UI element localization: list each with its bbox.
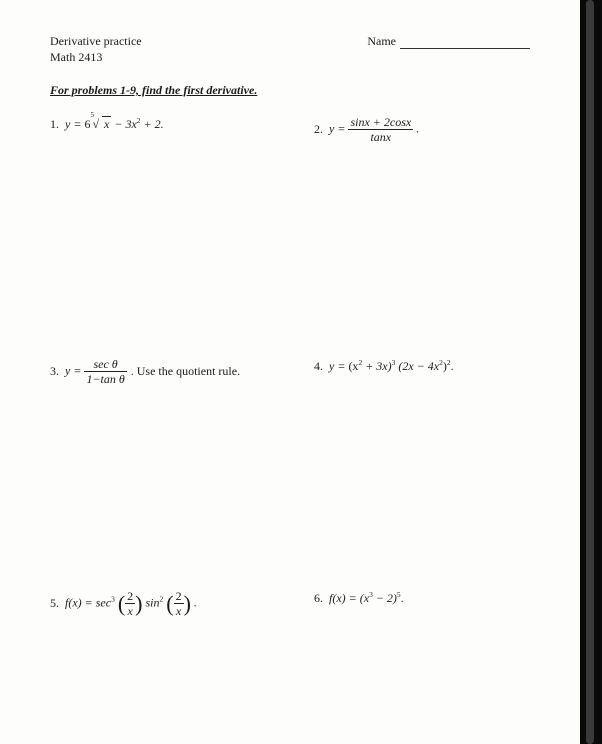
- exponent: 3: [111, 594, 115, 603]
- period: .: [401, 591, 404, 605]
- denominator: x: [125, 604, 135, 617]
- lhs: y =: [329, 121, 345, 135]
- problem-expression: y = sinx + 2cosx tanx .: [329, 116, 419, 143]
- problem-1: 1. y = 65√x − 3x2 + 2.: [50, 116, 314, 132]
- period: .: [191, 595, 197, 609]
- course-code: Math 2413: [50, 50, 530, 65]
- problem-number: 3.: [50, 364, 59, 379]
- problem-4: 4. y = (x2 + 3x)3 (2x − 4x2)2.: [314, 358, 530, 374]
- term: sin: [145, 595, 159, 609]
- numerator: sec θ: [84, 358, 126, 372]
- denominator: tanx: [348, 130, 413, 143]
- numerator: 2: [125, 590, 135, 604]
- numerator: 2: [174, 590, 184, 604]
- period: .: [413, 121, 419, 135]
- fraction: sinx + 2cosx tanx: [348, 116, 413, 143]
- term: − 3x: [111, 117, 136, 131]
- term: + 3x): [362, 359, 391, 373]
- lhs: y =: [65, 117, 81, 131]
- problem-2: 2. y = sinx + 2cosx tanx .: [314, 116, 530, 143]
- problem-expression: f(x) = sec3 (2x) sin2 (2x) .: [65, 590, 197, 617]
- term: + 2.: [141, 117, 164, 131]
- denominator: x: [174, 604, 184, 617]
- lhs: f(x) = (x: [329, 591, 369, 605]
- term: (x: [348, 359, 358, 373]
- problem-expression: y = 65√x − 3x2 + 2.: [65, 116, 164, 132]
- term: − 2): [373, 591, 397, 605]
- problem-number: 5.: [50, 596, 59, 611]
- root-degree: 5: [90, 111, 94, 119]
- fraction: sec θ 1−tan θ: [84, 358, 126, 385]
- lhs: f(x) = sec: [65, 595, 111, 609]
- lhs: y =: [329, 359, 345, 373]
- name-blank-line: [400, 37, 530, 49]
- big-paren: (2x): [118, 590, 143, 617]
- big-paren: (2x): [166, 590, 191, 617]
- problem-row: 5. f(x) = sec3 (2x) sin2 (2x) . 6. f(x) …: [50, 590, 530, 617]
- problem-row: 3. y = sec θ 1−tan θ . Use the quotient …: [50, 358, 530, 385]
- denominator: 1−tan θ: [84, 372, 126, 385]
- problem-6: 6. f(x) = (x3 − 2)5.: [314, 590, 530, 606]
- worksheet-page: Derivative practice Name Math 2413 For p…: [0, 0, 580, 744]
- period: .: [451, 359, 454, 373]
- worksheet-title: Derivative practice: [50, 34, 142, 49]
- fraction: 2x: [125, 590, 135, 617]
- problem-row: 1. y = 65√x − 3x2 + 2. 2. y = sinx + 2co…: [50, 116, 530, 143]
- term: (2x − 4x: [395, 359, 439, 373]
- numerator: sinx + 2cosx: [348, 116, 413, 130]
- problems-area: 1. y = 65√x − 3x2 + 2. 2. y = sinx + 2co…: [50, 116, 530, 617]
- problem-expression: y = sec θ 1−tan θ: [65, 358, 127, 385]
- hint-text: . Use the quotient rule.: [131, 364, 240, 379]
- problem-number: 4.: [314, 359, 323, 374]
- problem-number: 1.: [50, 117, 59, 132]
- nth-root: 5√x: [90, 117, 111, 132]
- problem-number: 6.: [314, 591, 323, 606]
- name-field: Name: [367, 34, 530, 49]
- lhs: y =: [65, 363, 81, 377]
- problem-number: 2.: [314, 122, 323, 137]
- scrollbar[interactable]: [580, 0, 602, 744]
- instructions: For problems 1-9, find the first derivat…: [50, 83, 530, 98]
- fraction: 2x: [174, 590, 184, 617]
- radicand: x: [102, 116, 111, 131]
- problem-5: 5. f(x) = sec3 (2x) sin2 (2x) .: [50, 590, 314, 617]
- header-row: Derivative practice Name: [50, 34, 530, 49]
- problem-3: 3. y = sec θ 1−tan θ . Use the quotient …: [50, 358, 314, 385]
- exponent: 2: [160, 594, 164, 603]
- problem-expression: f(x) = (x3 − 2)5.: [329, 590, 404, 606]
- name-label: Name: [367, 34, 396, 49]
- problem-expression: y = (x2 + 3x)3 (2x − 4x2)2.: [329, 358, 454, 374]
